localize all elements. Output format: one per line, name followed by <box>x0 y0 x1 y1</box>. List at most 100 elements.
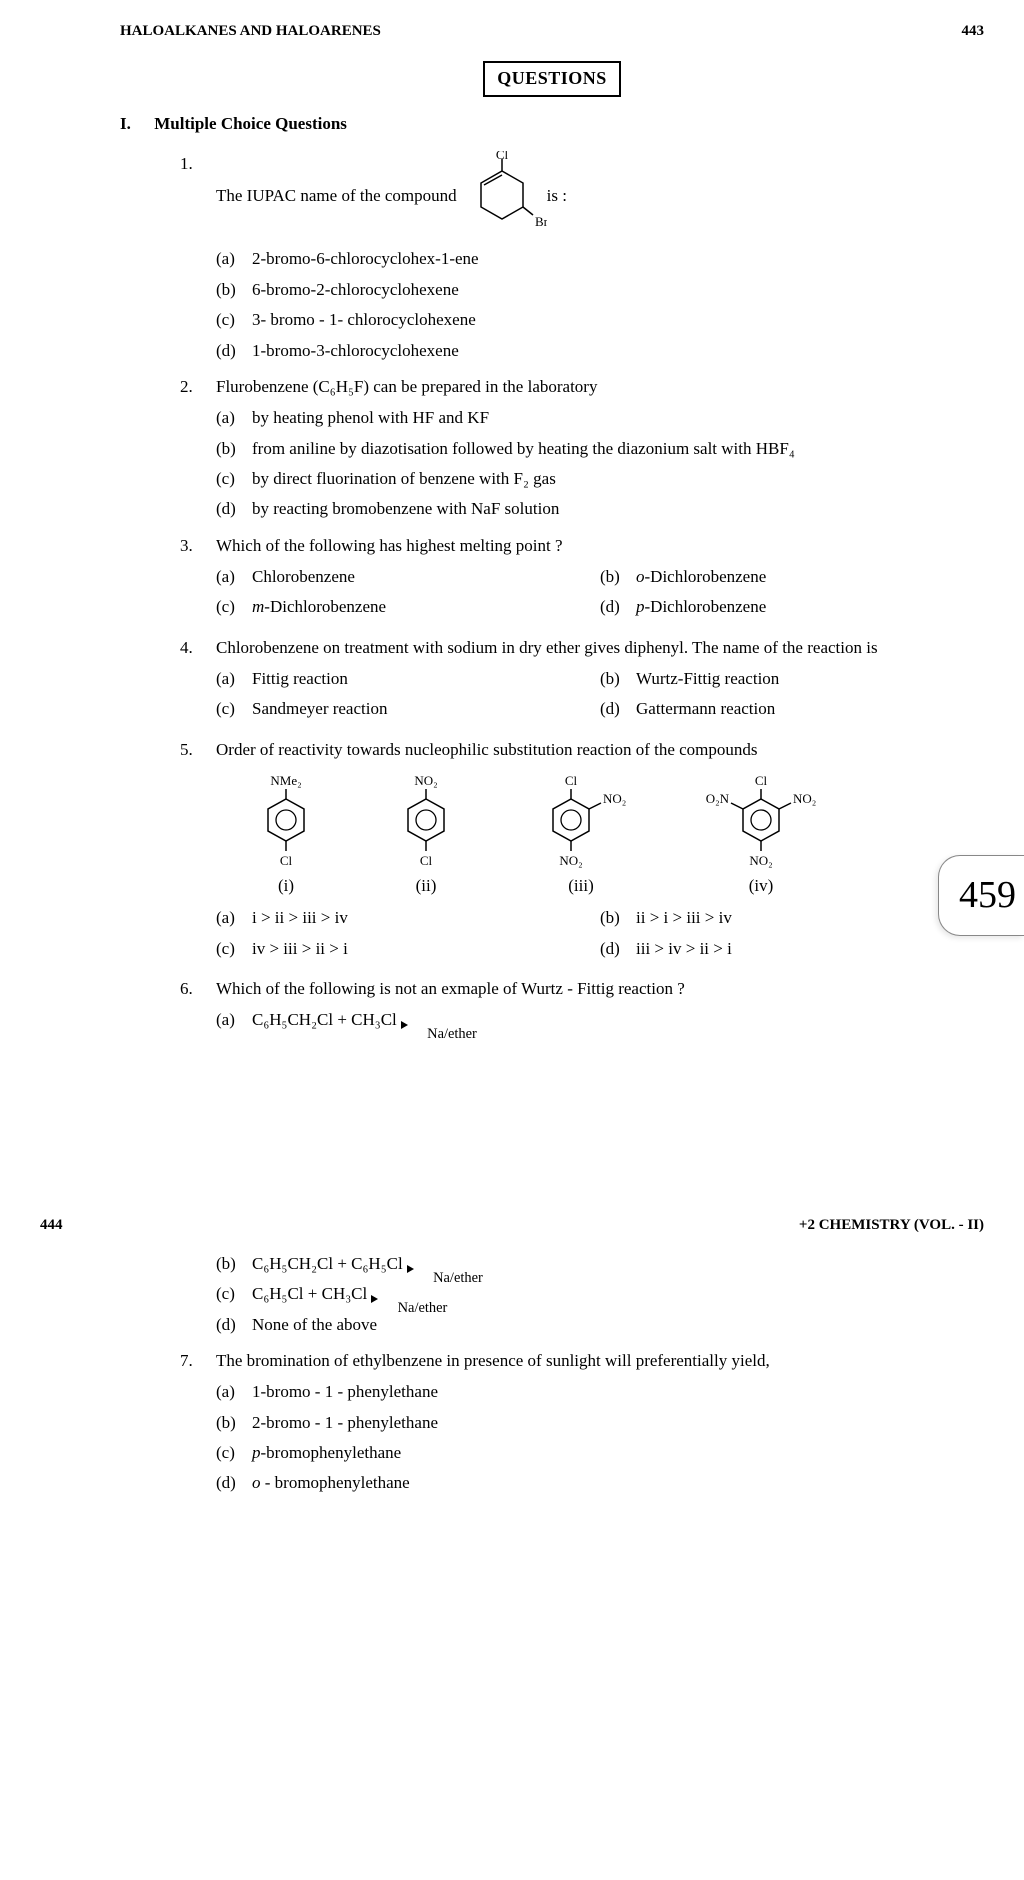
q6-opt-d: None of the above <box>252 1312 984 1338</box>
q3-number: 3. <box>180 533 216 559</box>
question-6-continued: (b) C₆H₅CH₂Cl + C₆H₅Cl Na/ether (c) C₆H₅… <box>180 1251 984 1338</box>
q1-opt-b: 6-bromo-2-chlorocyclohexene <box>252 277 984 303</box>
q3-opt-d: p-Dichlorobenzene <box>636 594 984 620</box>
q2-opt-b: from aniline by diazotisation followed b… <box>252 436 984 462</box>
q4-options: (a)Fittig reaction (b)Wurtz-Fittig react… <box>216 666 984 727</box>
compound-ii-label: (ii) <box>356 873 496 899</box>
q3-opt-c: m-Dichlorobenzene <box>252 594 600 620</box>
q6-number: 6. <box>180 976 216 1002</box>
svg-text:O₂N: O₂N <box>706 791 730 806</box>
svg-text:NMe₂: NMe₂ <box>270 773 301 788</box>
q5-opt-c-label: (c) <box>216 936 252 962</box>
page-footer: 444 +2 CHEMISTRY (VOL. - II) <box>120 1214 984 1237</box>
q7-options: (a)1-bromo - 1 - phenylethane (b)2-bromo… <box>216 1379 984 1496</box>
q6-opt-b-label: (b) <box>216 1251 252 1277</box>
svg-text:NO₂: NO₂ <box>793 791 816 806</box>
section-title-text: Multiple Choice Questions <box>154 114 347 133</box>
q3-opt-a-label: (a) <box>216 564 252 590</box>
page: HALOALKANES AND HALOARENES 443 QUESTIONS… <box>0 0 1024 1547</box>
q7-opt-a: 1-bromo - 1 - phenylethane <box>252 1379 984 1405</box>
q1-options: (a)2-bromo-6-chlorocyclohex-1-ene (b)6-b… <box>216 246 984 363</box>
q1-opt-b-label: (b) <box>216 277 252 303</box>
q4-opt-a: Fittig reaction <box>252 666 600 692</box>
q3-opt-c-label: (c) <box>216 594 252 620</box>
q7-text: The bromination of ethylbenzene in prese… <box>216 1348 984 1374</box>
q2-opt-a-label: (a) <box>216 405 252 431</box>
svg-text:Cl: Cl <box>565 773 578 788</box>
q1-opt-c: 3- bromo - 1- chlorocyclohexene <box>252 307 984 333</box>
q3-opt-a: Chlorobenzene <box>252 564 600 590</box>
page-number-bottom: 444 <box>40 1214 63 1237</box>
q5-compounds: NMe₂ Cl (i) NO₂ Cl <box>216 773 984 899</box>
compound-diagram-icon: Cl Br <box>457 151 547 241</box>
svg-text:Br: Br <box>535 214 547 229</box>
q1-text-after: is : <box>547 183 567 209</box>
svg-text:Cl: Cl <box>755 773 768 788</box>
q5-opt-b: ii > i > iii > iv <box>636 905 984 931</box>
q7-opt-a-label: (a) <box>216 1379 252 1405</box>
questions-box-wrap: QUESTIONS <box>120 61 984 97</box>
q1-opt-a-label: (a) <box>216 246 252 272</box>
q6-opt-c-label: (c) <box>216 1281 252 1307</box>
q4-number: 4. <box>180 635 216 661</box>
q4-opt-a-label: (a) <box>216 666 252 692</box>
q3-text: Which of the following has highest melti… <box>216 533 984 559</box>
svg-text:Cl: Cl <box>420 853 433 868</box>
q7-opt-d-label: (d) <box>216 1470 252 1496</box>
q7-opt-d: o - bromophenylethane <box>252 1470 984 1496</box>
q5-options: (a)i > ii > iii > iv (b)ii > i > iii > i… <box>216 905 984 966</box>
book-title: +2 CHEMISTRY (VOL. - II) <box>799 1214 984 1237</box>
q7-opt-b-label: (b) <box>216 1410 252 1436</box>
q5-number: 5. <box>180 737 216 763</box>
question-2: 2. Flurobenzene (C₆H₅F) can be prepared … <box>180 374 984 523</box>
svg-text:NO₂: NO₂ <box>559 853 582 868</box>
q6-opt-d-label: (d) <box>216 1312 252 1338</box>
q6-opt-c: C₆H₅Cl + CH₃Cl Na/ether <box>252 1281 984 1307</box>
compound-iv-label: (iv) <box>666 873 856 899</box>
q2-opt-a: by heating phenol with HF and KF <box>252 405 984 431</box>
q3-options: (a)Chlorobenzene (b)o-Dichlorobenzene (c… <box>216 564 984 625</box>
svg-text:NO₂: NO₂ <box>749 853 772 868</box>
q4-opt-c: Sandmeyer reaction <box>252 696 600 722</box>
q5-opt-d-label: (d) <box>600 936 636 962</box>
q4-opt-d-label: (d) <box>600 696 636 722</box>
q4-opt-b: Wurtz-Fittig reaction <box>636 666 984 692</box>
compound-i-label: (i) <box>216 873 356 899</box>
q2-text: Flurobenzene (C₆H₅F) can be prepared in … <box>216 374 984 400</box>
q5-opt-a: i > ii > iii > iv <box>252 905 600 931</box>
q7-number: 7. <box>180 1348 216 1374</box>
q1-opt-c-label: (c) <box>216 307 252 333</box>
compound-i: NMe₂ Cl (i) <box>216 773 356 899</box>
q6-opt-a: C₆H₅CH₂Cl + CH₃Cl Na/ether <box>252 1007 984 1033</box>
q7-opt-c-label: (c) <box>216 1440 252 1466</box>
q5-opt-c: iv > iii > ii > i <box>252 936 600 962</box>
q6-text: Which of the following is not an exmaple… <box>216 976 984 1002</box>
q2-opt-c: by direct fluorination of benzene with F… <box>252 466 984 492</box>
svg-text:NO₂: NO₂ <box>414 773 437 788</box>
question-7: 7. The bromination of ethylbenzene in pr… <box>180 1348 984 1497</box>
q7-opt-c: p-bromophenylethane <box>252 1440 984 1466</box>
q3-opt-b: o-Dichlorobenzene <box>636 564 984 590</box>
question-1: 1. The IUPAC name of the compound Cl Br … <box>180 151 984 363</box>
page-number-top: 443 <box>962 20 985 43</box>
q1-text: The IUPAC name of the compound Cl Br is … <box>216 151 984 241</box>
question-6: 6. Which of the following is not an exma… <box>180 976 984 1034</box>
svg-text:NO₂: NO₂ <box>603 791 626 806</box>
q6-opt-b: C₆H₅CH₂Cl + C₆H₅Cl Na/ether <box>252 1251 984 1277</box>
q4-text: Chlorobenzene on treatment with sodium i… <box>216 635 984 661</box>
q3-opt-d-label: (d) <box>600 594 636 620</box>
q5-opt-d: iii > iv > ii > i <box>636 936 984 962</box>
chapter-title: HALOALKANES AND HALOARENES <box>120 20 381 43</box>
q4-opt-b-label: (b) <box>600 666 636 692</box>
q5-opt-b-label: (b) <box>600 905 636 931</box>
q5-text: Order of reactivity towards nucleophilic… <box>216 737 984 763</box>
question-5: 5. Order of reactivity towards nucleophi… <box>180 737 984 966</box>
q7-opt-b: 2-bromo - 1 - phenylethane <box>252 1410 984 1436</box>
q2-opt-b-label: (b) <box>216 436 252 462</box>
q1-number: 1. <box>180 151 216 177</box>
q5-opt-a-label: (a) <box>216 905 252 931</box>
q3-opt-b-label: (b) <box>600 564 636 590</box>
q6-options-top: (a) C₆H₅CH₂Cl + CH₃Cl Na/ether <box>216 1007 984 1033</box>
question-4: 4. Chlorobenzene on treatment with sodiu… <box>180 635 984 727</box>
q4-opt-c-label: (c) <box>216 696 252 722</box>
